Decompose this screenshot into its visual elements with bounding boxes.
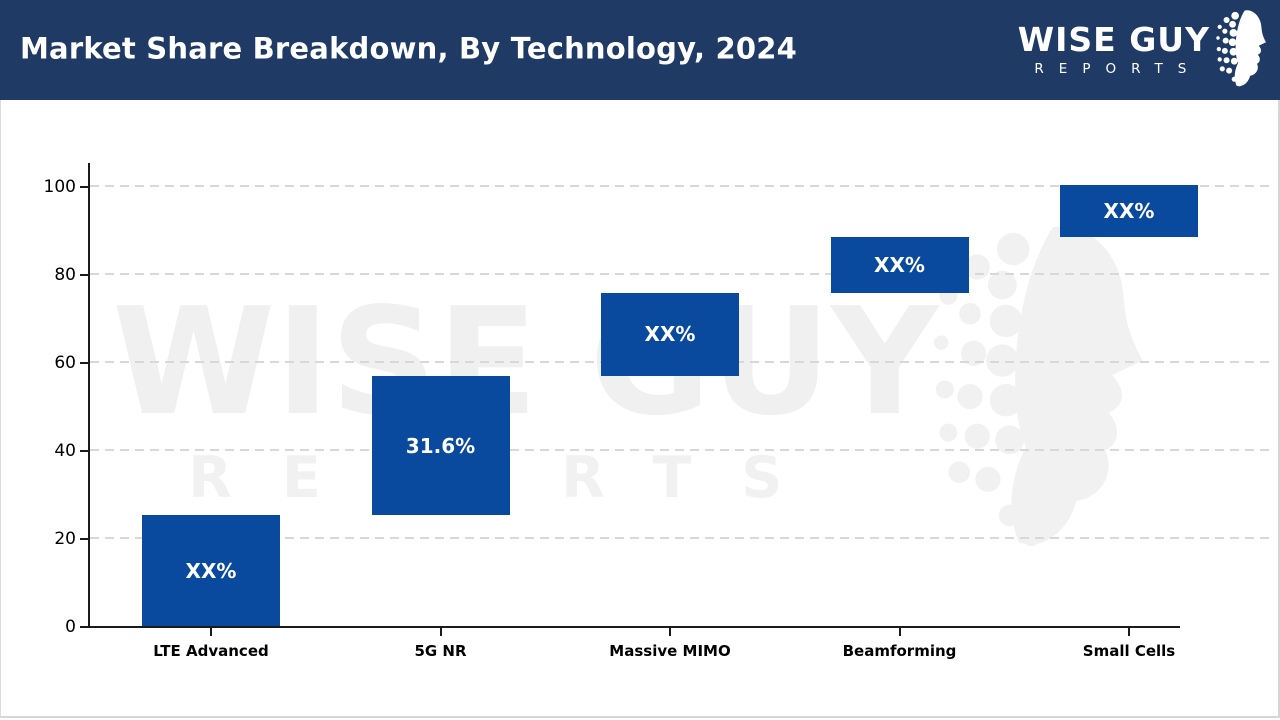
wise-guy-logo: WISE GUY REPORTS [1018,6,1272,94]
y-tick-80 [80,274,88,276]
bar-segment-0: XX% [142,515,280,626]
y-tick-40 [80,450,88,452]
bar-segment-2: XX% [601,292,739,377]
x-tick-4 [1128,628,1130,636]
x-tick-1 [439,628,442,636]
y-tick-60 [80,362,88,364]
x-axis-label-4: Small Cells [1082,642,1176,660]
header-bar: Market Share Breakdown, By Technology, 2… [0,0,1280,100]
y-tick-20 [80,538,88,540]
x-tick-2 [669,628,671,636]
logo-subtitle: REPORTS [1034,60,1202,77]
gridline-80 [90,273,1272,275]
y-tick-label-80: 80 [54,265,76,285]
x-tick-3 [898,628,901,636]
x-axis-label-2: Massive MIMO [609,642,731,660]
bar-segment-4: XX% [1060,185,1198,238]
x-axis-label-0: LTE Advanced [153,642,269,660]
watermark-subtitle: REPORTS [188,445,833,511]
gridline-100 [90,185,1272,187]
logo-wordmark: WISE GUY [1017,20,1210,60]
y-axis-line [88,163,90,628]
x-tick-0 [210,628,212,636]
y-tick-0 [80,626,88,628]
bar-segment-3: XX% [830,237,969,293]
bar-value-label-3: XX% [874,252,925,277]
x-axis-label-1: 5G NR [414,642,467,660]
page-title: Market Share Breakdown, By Technology, 2… [20,31,798,66]
bar-value-label-1: 31.6% [405,433,476,458]
y-tick-100 [80,186,88,188]
bar-value-label-2: XX% [644,322,696,347]
bar-value-label-4: XX% [1103,199,1155,224]
y-tick-label-100: 100 [43,177,76,197]
x-axis-label-3: Beamforming [842,642,957,660]
gridline-20 [90,537,1272,539]
x-axis-line [88,626,1180,628]
y-tick-label-0: 0 [65,617,76,637]
logo-head-icon [1216,10,1266,87]
y-tick-label-40: 40 [54,441,76,461]
y-tick-label-20: 20 [54,529,76,549]
gridline-40 [90,449,1272,451]
y-tick-label-60: 60 [54,353,76,373]
bar-segment-1: 31.6% [371,376,510,516]
bar-value-label-0: XX% [185,558,237,583]
